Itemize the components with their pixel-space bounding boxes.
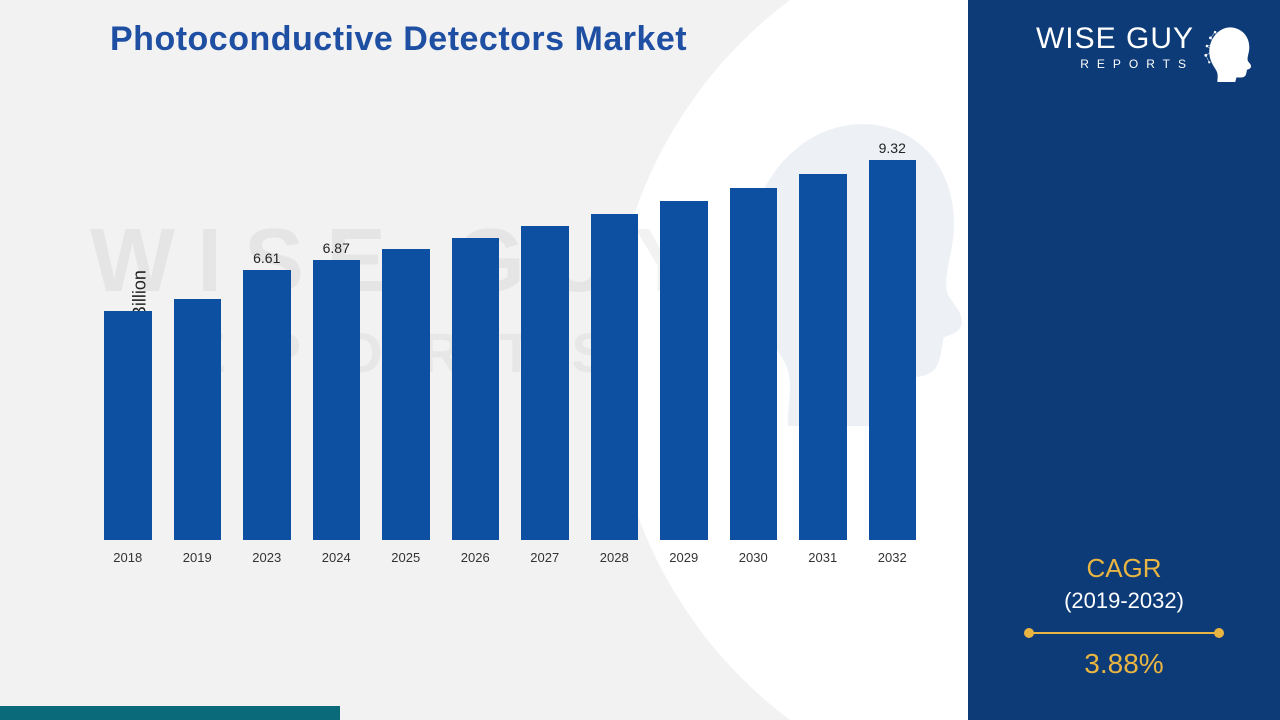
x-tick-label: 2032 (869, 544, 917, 570)
bar: 6.61 (243, 270, 291, 540)
bar (452, 238, 500, 540)
bar (799, 174, 847, 540)
bar: 9.32 (869, 160, 917, 540)
bar (591, 214, 639, 541)
bar-rect (521, 226, 569, 540)
bar-value-label: 6.87 (323, 240, 350, 256)
x-tick-label: 2027 (521, 544, 569, 570)
x-tick-label: 2030 (730, 544, 778, 570)
x-tick-label: 2026 (452, 544, 500, 570)
footer-accent-bar (0, 706, 340, 720)
cagr-label: CAGR (968, 553, 1280, 584)
bar-chart: Market Value in USD Billion 6.616.879.32… (40, 140, 920, 620)
bar-rect (869, 160, 917, 540)
cagr-period: (2019-2032) (968, 588, 1280, 614)
x-tick-label: 2028 (591, 544, 639, 570)
x-tick-label: 2018 (104, 544, 152, 570)
bar-rect (591, 214, 639, 541)
x-ticks: 2018 2019 2023 2024 2025 2026 2027 2028 2029 2030… (100, 544, 920, 570)
bar-rect (660, 201, 708, 540)
bar-rect (243, 270, 291, 540)
page-title: Photoconductive Detectors Market (110, 20, 687, 59)
x-tick-label: 2029 (660, 544, 708, 570)
bar-rect (313, 260, 361, 540)
bar-rect (382, 249, 430, 540)
bars-container: 6.61 6.87 9.32 (100, 140, 920, 540)
logo-text-sub: REPORTS (1080, 58, 1194, 70)
x-tick-label: 2023 (243, 544, 291, 570)
cagr-divider (1029, 632, 1219, 634)
brand-logo: WISE GUY REPORTS (1036, 24, 1258, 82)
bar-value-label: 6.61 (253, 250, 280, 266)
right-panel: WISE GUY REPORTS CAGR (968, 0, 1280, 720)
x-tick-label: 2019 (174, 544, 222, 570)
x-tick-label: 2025 (382, 544, 430, 570)
bar (660, 201, 708, 540)
x-tick-label: 2024 (313, 544, 361, 570)
bar: 6.87 (313, 260, 361, 540)
bar (382, 249, 430, 540)
plot-area: 6.61 6.87 9.32 2018 2019 2023 2024 2025 2026 202… (100, 140, 920, 570)
bar-rect (174, 299, 222, 540)
cagr-value: 3.88% (968, 648, 1280, 680)
bar-rect (799, 174, 847, 540)
bar-rect (730, 188, 778, 540)
bar (104, 311, 152, 540)
bar (521, 226, 569, 540)
bar-rect (452, 238, 500, 540)
logo-head-icon (1200, 24, 1258, 82)
bar (174, 299, 222, 540)
logo-text-main: WISE GUY (1036, 24, 1194, 54)
bar (730, 188, 778, 540)
bar-rect (104, 311, 152, 540)
bar-value-label: 9.32 (879, 140, 906, 156)
cagr-block: CAGR (2019-2032) 3.88% (968, 553, 1280, 680)
x-tick-label: 2031 (799, 544, 847, 570)
canvas: WISE GUY REPORTS WISE GUY REPORTS (0, 0, 1280, 720)
